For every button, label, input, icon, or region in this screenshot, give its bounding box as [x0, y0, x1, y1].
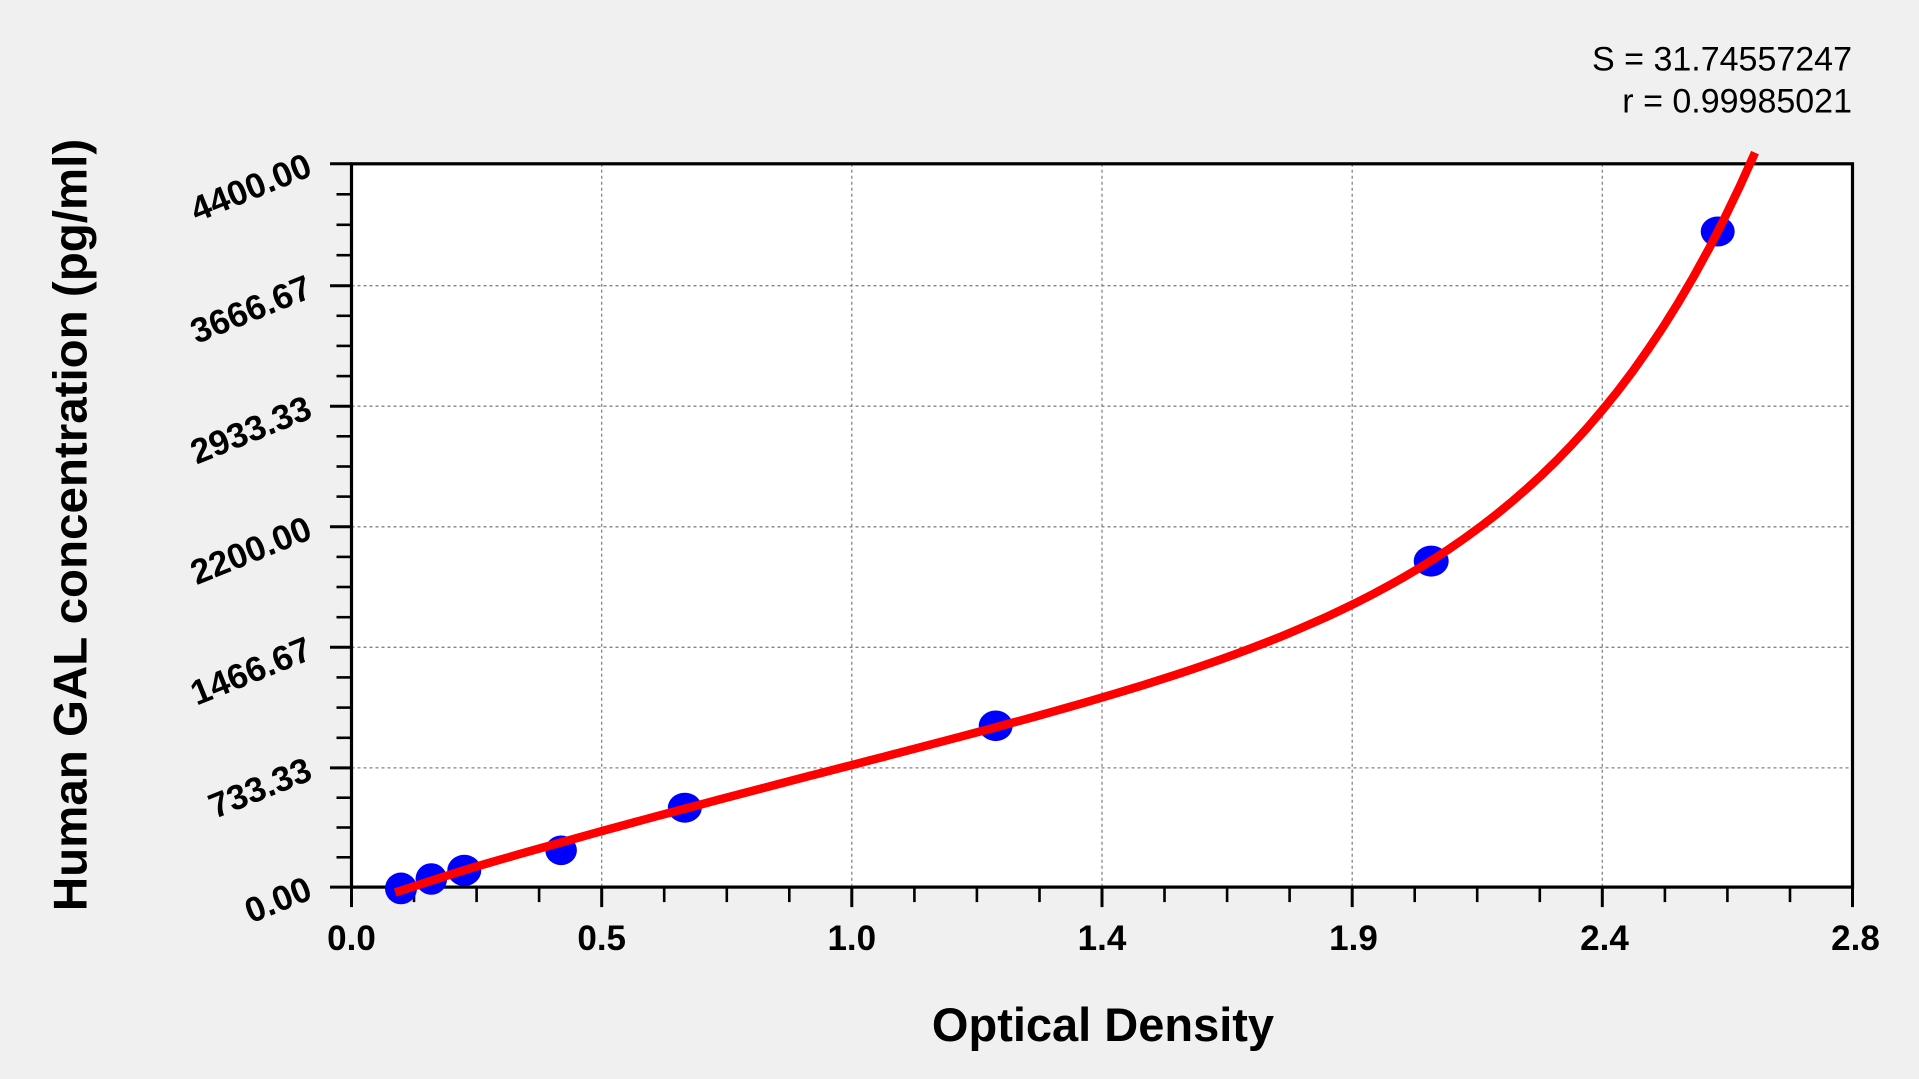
svg-text:1.4: 1.4 [1078, 919, 1127, 958]
svg-text:1.0: 1.0 [827, 919, 876, 958]
svg-text:Optical Density: Optical Density [932, 998, 1274, 1051]
svg-text:1.9: 1.9 [1329, 919, 1378, 958]
svg-text:S = 31.74557247: S = 31.74557247 [1592, 41, 1852, 79]
svg-text:r = 0.99985021: r = 0.99985021 [1622, 83, 1852, 121]
svg-text:2.4: 2.4 [1580, 919, 1629, 958]
svg-text:0.5: 0.5 [577, 919, 626, 958]
svg-text:0.0: 0.0 [327, 919, 376, 958]
svg-text:Human GAL concentration (pg/ml: Human GAL concentration (pg/ml) [45, 139, 98, 911]
svg-text:2.8: 2.8 [1831, 919, 1880, 958]
